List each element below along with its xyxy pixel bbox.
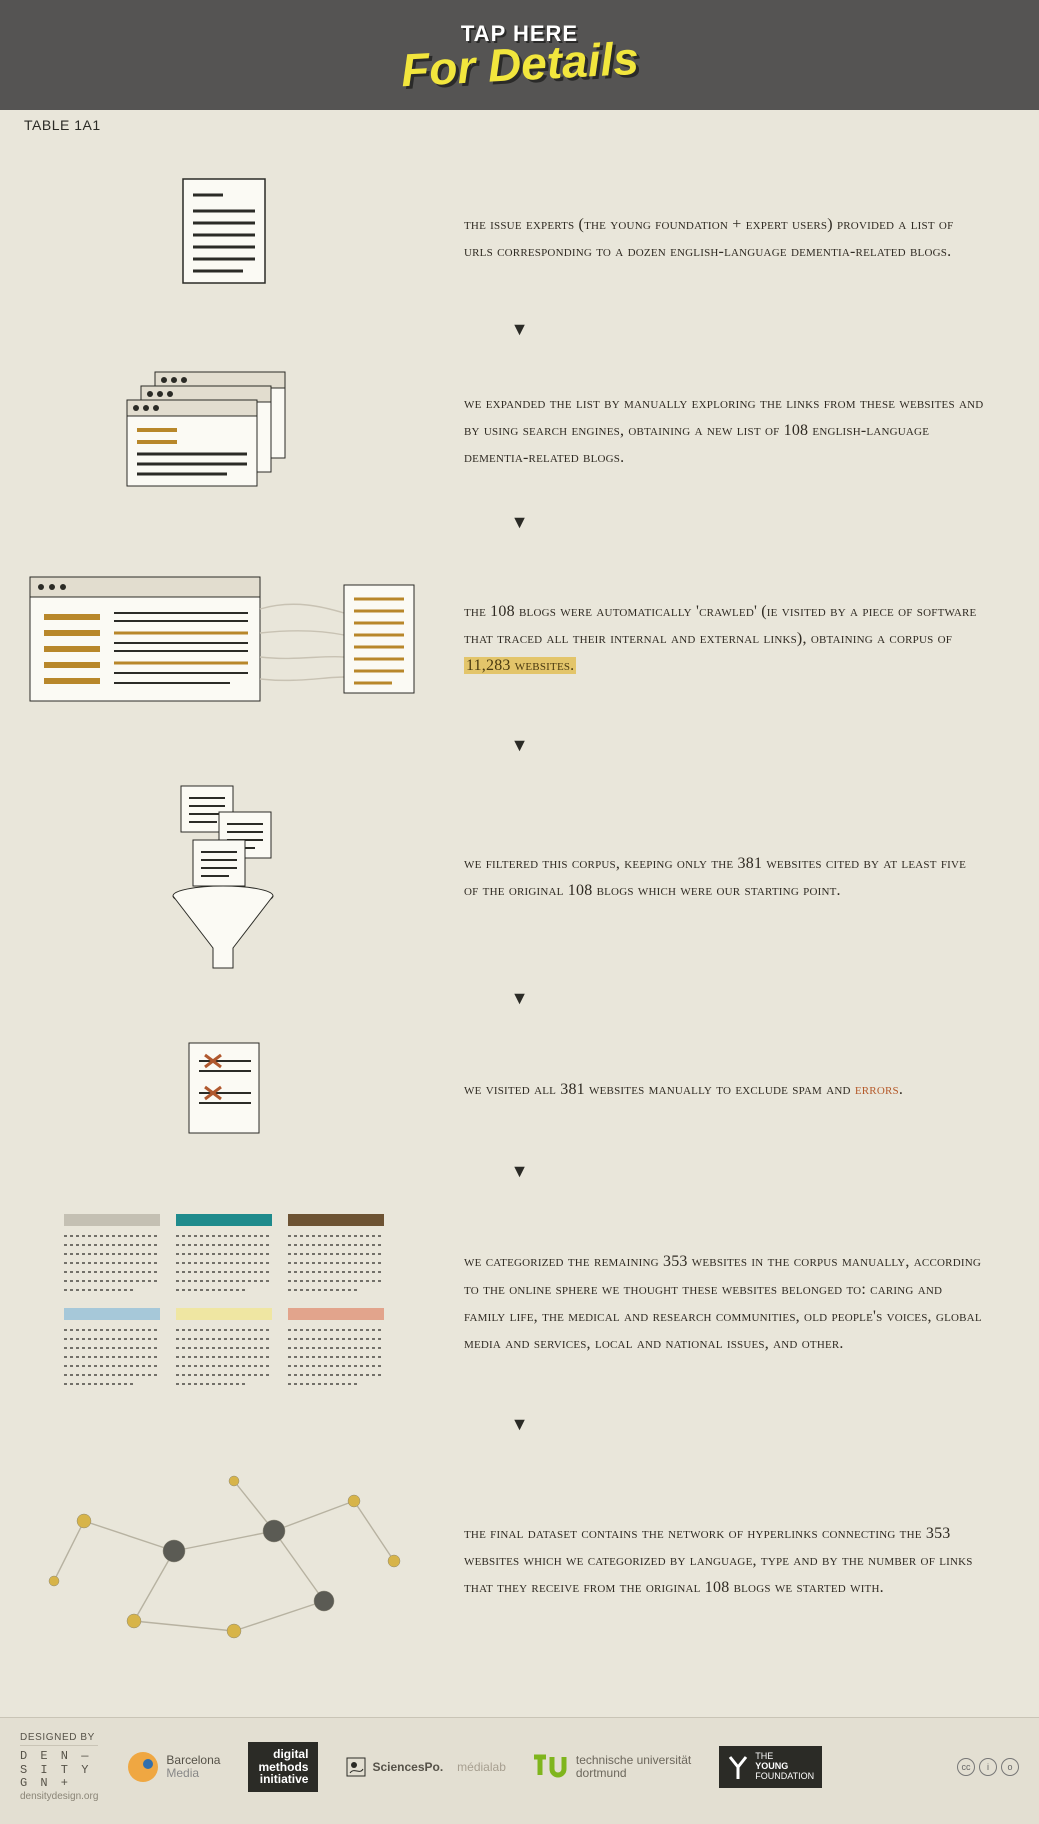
step-3-graphic bbox=[24, 559, 424, 719]
step-6-graphic bbox=[24, 1208, 424, 1398]
flow-step: the issue experts (the young foundation … bbox=[24, 173, 1015, 303]
footer-logo-sciencespo[interactable]: SciencesPo. médialab bbox=[346, 1757, 505, 1777]
step-text: the final dataset contains the network o… bbox=[464, 1520, 984, 1602]
cc-badge: i bbox=[979, 1758, 997, 1776]
logo[interactable]: EMAPS bbox=[12, 20, 104, 84]
density-url[interactable]: densitydesign.org bbox=[20, 1791, 98, 1802]
yf-icon bbox=[727, 1753, 749, 1781]
density-line: S I T Y bbox=[20, 1764, 98, 1778]
crossed-doc-icon bbox=[169, 1035, 279, 1145]
step-5-graphic bbox=[24, 1035, 424, 1145]
flow-arrow-icon bbox=[24, 1161, 1015, 1182]
page-title: WHAT ARE THE RESOURCES (HUMAN/MATERIAL/I… bbox=[136, 18, 916, 71]
step-text-before: the 108 blogs were automatically 'crawle… bbox=[464, 603, 976, 647]
table-tag: TABLE 1A1 bbox=[24, 117, 1039, 133]
tu-line: technische universität bbox=[576, 1754, 691, 1767]
dmi-line: digital bbox=[258, 1748, 308, 1761]
density-line: G N + bbox=[20, 1777, 98, 1791]
page-header: EMAPS WHAT ARE THE RESOURCES (HUMAN/MATE… bbox=[0, 0, 1039, 111]
flow-arrow-icon bbox=[24, 735, 1015, 756]
barcelona-text: Barcelona bbox=[166, 1754, 220, 1767]
browser-stack-icon bbox=[109, 366, 339, 496]
footer-logo-barcelona[interactable]: BarcelonaMedia bbox=[126, 1750, 220, 1784]
tu-icon bbox=[534, 1753, 568, 1781]
step-text: we filtered this corpus, keeping only th… bbox=[464, 850, 984, 904]
dmi-line: methods bbox=[258, 1761, 308, 1774]
cc-badge: cc bbox=[957, 1758, 975, 1776]
step-text: we expanded the list by manually explori… bbox=[464, 390, 984, 472]
logo-text: EMAPS bbox=[12, 37, 109, 68]
categories-icon bbox=[54, 1208, 394, 1398]
step-text-after: . bbox=[899, 1081, 903, 1098]
medialab-text: médialab bbox=[457, 1760, 506, 1774]
tu-line: dortmund bbox=[576, 1767, 691, 1780]
flow-step: we expanded the list by manually explori… bbox=[24, 366, 1015, 496]
designed-by-label: DESIGNED BY bbox=[20, 1732, 98, 1746]
flow-step: the final dataset contains the network o… bbox=[24, 1461, 1015, 1661]
funnel-icon bbox=[129, 782, 319, 972]
sciencespo-icon bbox=[346, 1757, 366, 1777]
step-1-graphic bbox=[24, 173, 424, 303]
step-text: the 108 blogs were automatically 'crawle… bbox=[464, 598, 984, 680]
flow-main: the issue experts (the young foundation … bbox=[0, 133, 1039, 1717]
flow-arrow-icon bbox=[24, 512, 1015, 533]
step-text: we visited all 381 websites manually to … bbox=[464, 1076, 984, 1103]
cc-badge: o bbox=[1001, 1758, 1019, 1776]
yf-line: YOUNG bbox=[755, 1761, 788, 1771]
step-text: the issue experts (the young foundation … bbox=[464, 211, 984, 265]
footer-logo-tu[interactable]: technische universitätdortmund bbox=[534, 1753, 691, 1781]
step-4-graphic bbox=[24, 782, 424, 972]
page-subtitle: What was the data collection process? bbox=[154, 83, 1015, 101]
flow-arrow-icon bbox=[24, 1414, 1015, 1435]
footer: DESIGNED BY D E N — S I T Y G N + densit… bbox=[0, 1717, 1039, 1824]
flow-step: we categorized the remaining 353 website… bbox=[24, 1208, 1015, 1398]
dmi-line: initiative bbox=[258, 1773, 308, 1786]
flow-arrow-icon bbox=[24, 319, 1015, 340]
flow-arrow-icon bbox=[24, 988, 1015, 1009]
crawler-icon bbox=[24, 559, 424, 719]
yf-line: FOUNDATION bbox=[755, 1772, 814, 1782]
barcelona-sub: Media bbox=[166, 1767, 220, 1780]
cc-badges[interactable]: cc i o bbox=[957, 1758, 1019, 1776]
sciencespo-text: SciencesPo. bbox=[372, 1760, 443, 1774]
density-line: D E N — bbox=[20, 1750, 98, 1764]
footer-logo-youngfoundation[interactable]: THEYOUNGFOUNDATION bbox=[719, 1746, 822, 1788]
step-text: we categorized the remaining 353 website… bbox=[464, 1248, 984, 1357]
step-text-before: we visited all 381 websites manually to … bbox=[464, 1081, 855, 1098]
flow-step: the 108 blogs were automatically 'crawle… bbox=[24, 559, 1015, 719]
step-2-graphic bbox=[24, 366, 424, 496]
footer-logo-dmi[interactable]: digital methods initiative bbox=[248, 1742, 318, 1792]
network-icon bbox=[24, 1461, 424, 1661]
flow-step: we visited all 381 websites manually to … bbox=[24, 1035, 1015, 1145]
footer-designed-by: DESIGNED BY D E N — S I T Y G N + densit… bbox=[20, 1732, 98, 1802]
step-highlight: 11,283 websites. bbox=[464, 657, 576, 674]
step-7-graphic bbox=[24, 1461, 424, 1661]
step-error-word: errors bbox=[855, 1081, 899, 1098]
flow-step: we filtered this corpus, keeping only th… bbox=[24, 782, 1015, 972]
document-icon bbox=[169, 173, 279, 303]
barcelona-icon bbox=[126, 1750, 160, 1784]
